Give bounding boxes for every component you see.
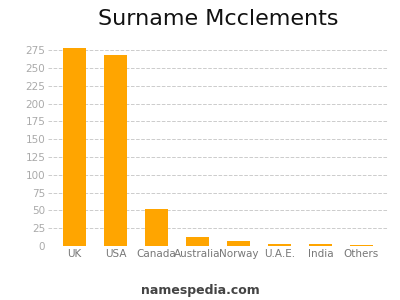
Bar (227, 241, 250, 246)
Bar (64, 48, 86, 246)
Bar (350, 244, 372, 246)
Bar (104, 55, 127, 246)
Text: namespedia.com: namespedia.com (141, 284, 259, 297)
Bar (186, 238, 209, 246)
Bar (145, 209, 168, 246)
Title: Surname Mcclements: Surname Mcclements (98, 9, 338, 29)
Bar (268, 244, 291, 246)
Bar (309, 244, 332, 246)
